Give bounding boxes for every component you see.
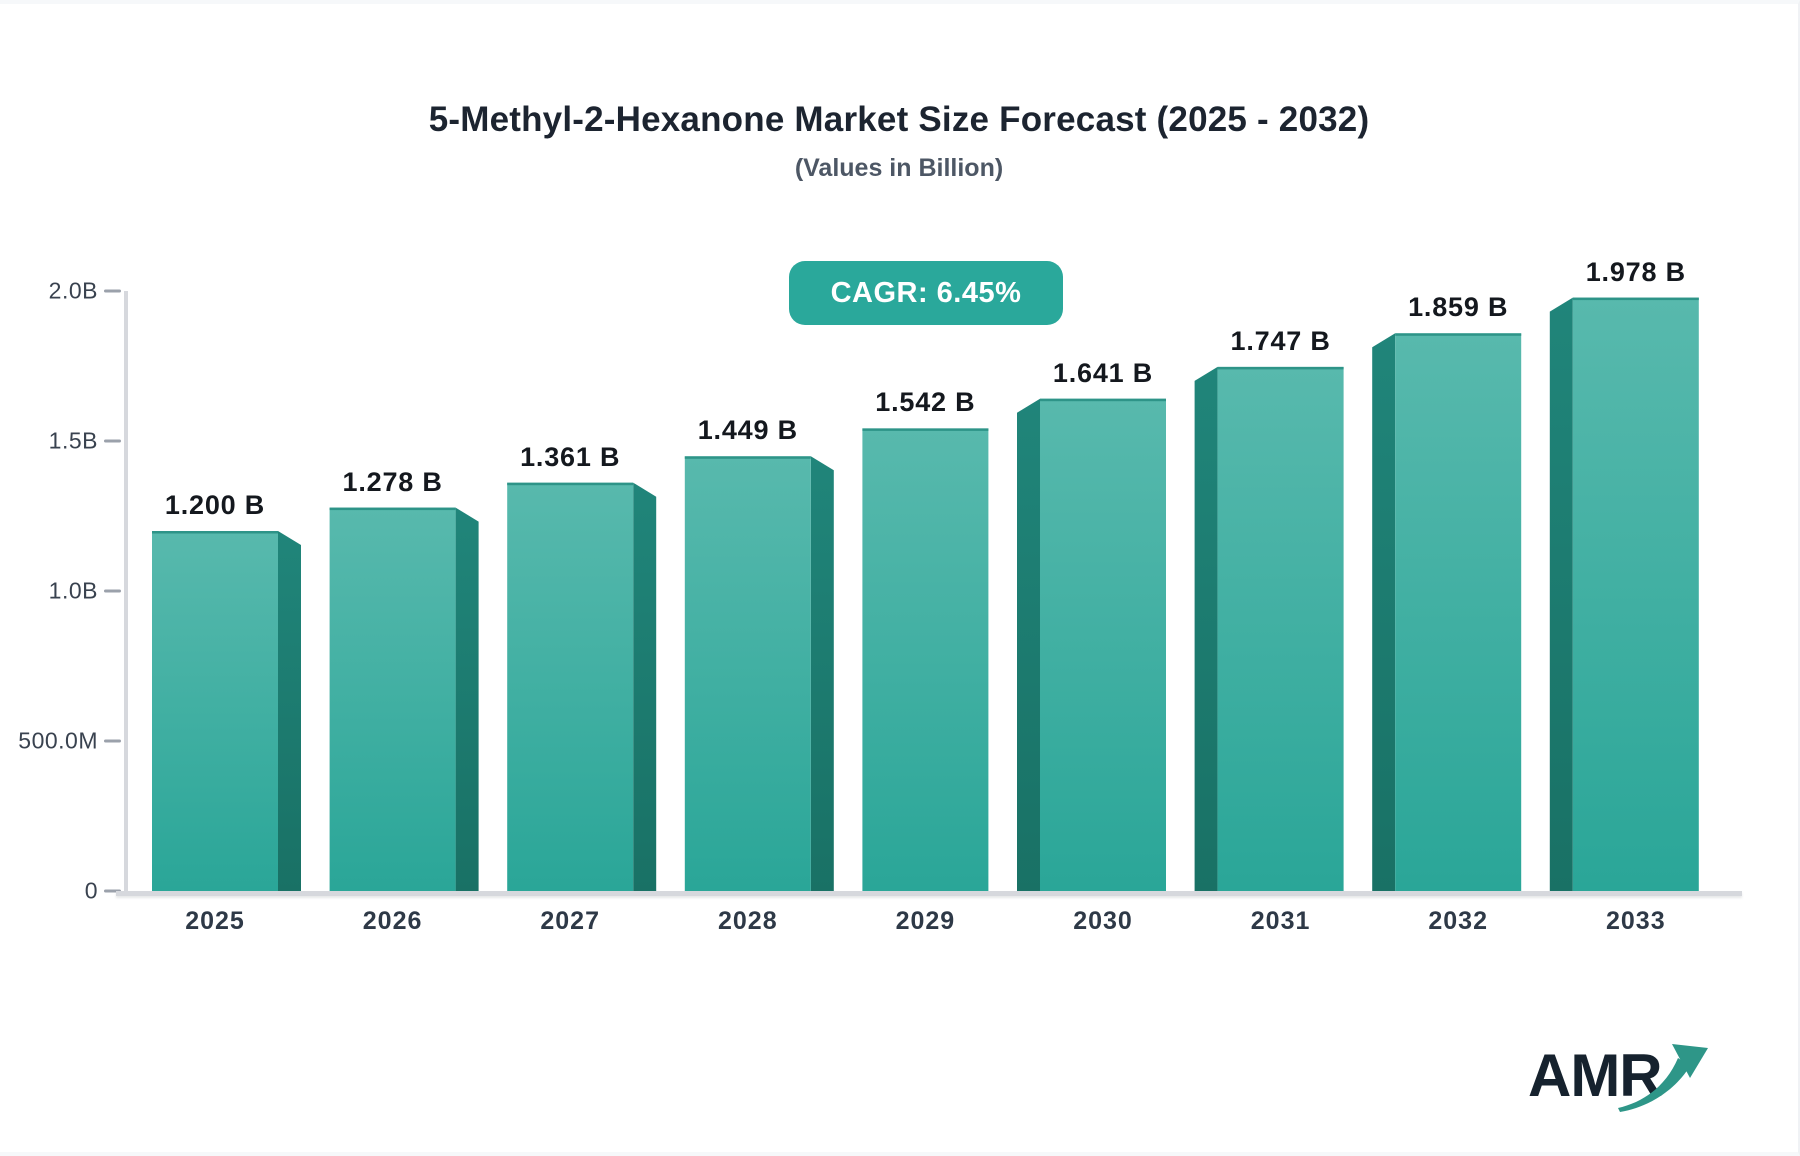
bar-2030[interactable] [1017,398,1166,891]
bar-value-label: 1.278 B [342,466,443,497]
y-axis-line [124,291,128,894]
bar-top-edge [329,507,456,511]
bar-2027[interactable] [507,482,657,891]
y-axis-tick-mark [104,889,121,893]
bar-front-face [1217,366,1344,891]
bar-2029[interactable] [862,428,989,891]
bar-value-label: 1.641 B [1052,357,1154,388]
x-axis-line [116,891,1742,896]
bar-2026[interactable] [329,507,479,891]
x-axis-label-2032: 2032 [1428,907,1488,935]
amr-logo-arrowhead-icon [1672,1044,1708,1078]
bar-front-face [1040,398,1166,891]
bar-side-face [1194,366,1218,891]
chart-title: 5-Methyl-2-Hexanone Market Size Forecast… [428,100,1370,139]
amr-logo-text: AMR [1528,1042,1662,1109]
x-axis-label-2033: 2033 [1605,907,1666,935]
x-axis-label-2030: 2030 [1073,907,1133,935]
bar-value-label: 1.449 B [697,415,798,446]
bar-front-face [1395,333,1522,891]
y-axis-tick-mark [104,439,121,443]
bar-2028[interactable] [684,456,834,891]
bar-side-face [1372,333,1396,891]
bar-side-face [455,507,479,891]
bar-2031[interactable] [1194,366,1344,891]
bar-2025[interactable] [152,531,301,891]
cagr-badge-label: CAGR: 6.45% [830,276,1022,309]
y-axis-tick-label: 1.5B [48,427,98,454]
bars-canvas [152,297,1699,892]
cagr-badge: CAGR: 6.45% [789,261,1063,325]
y-axis-tick-mark [104,289,121,293]
chart-subtitle: (Values in Billion) [794,154,1004,182]
bar-value-label: 1.361 B [520,441,621,472]
bar-side-face [278,531,301,891]
bar-top-edge [1217,366,1344,370]
x-axis-label-2028: 2028 [717,907,778,935]
bar-front-face [152,531,278,891]
bar-side-face [1017,398,1040,891]
bar-side-face [1549,297,1573,892]
bar-front-face [1572,297,1699,892]
y-axis-tick-label: 2.0B [48,277,98,304]
x-axis-label-2031: 2031 [1250,907,1311,935]
bar-top-edge [152,531,278,534]
y-axis-tick-mark [104,739,121,743]
amr-logo-arrow-icon [1618,1058,1690,1112]
bar-front-face [684,456,811,891]
bar-top-edge [1395,333,1522,336]
bar-top-edge [862,428,989,431]
x-axis-label-2025: 2025 [185,907,245,935]
bar-chart-plot-area: 2.0B 1.5B 1.0B 500.0M 0 1.200 B 2025 1.278 B 202… [0,4,1798,1152]
y-axis-tick-mark [104,589,121,593]
bar-value-label: 1.200 B [164,490,266,520]
y-axis-tick-label: 1.0B [48,577,98,604]
x-axis-label-2029: 2029 [895,907,956,935]
amr-logo: AMR [1528,1034,1728,1144]
bar-front-face [329,507,456,891]
x-axis-label-2026: 2026 [362,907,423,935]
y-axis-tick-label: 500.0M [18,727,98,754]
bar-top-edge [1040,398,1166,402]
y-axis-tick-label: 0 [84,877,98,904]
amr-logo-graphic: AMR [1528,1042,1708,1112]
bar-front-face [862,428,989,891]
bar-top-edge [684,456,811,459]
bar-front-face [507,482,634,891]
bar-value-label: 1.542 B [875,387,976,418]
bar-side-face [633,482,657,891]
bar-2033[interactable] [1549,297,1699,892]
bar-value-label: 1.978 B [1585,256,1686,287]
bar-side-face [810,456,834,891]
x-axis-label-2027: 2027 [540,907,600,935]
bar-value-label: 1.747 B [1230,325,1331,356]
bar-top-edge [507,482,634,486]
bar-2032[interactable] [1372,333,1522,891]
bar-top-edge [1572,297,1699,301]
bar-value-label: 1.859 B [1408,292,1509,323]
